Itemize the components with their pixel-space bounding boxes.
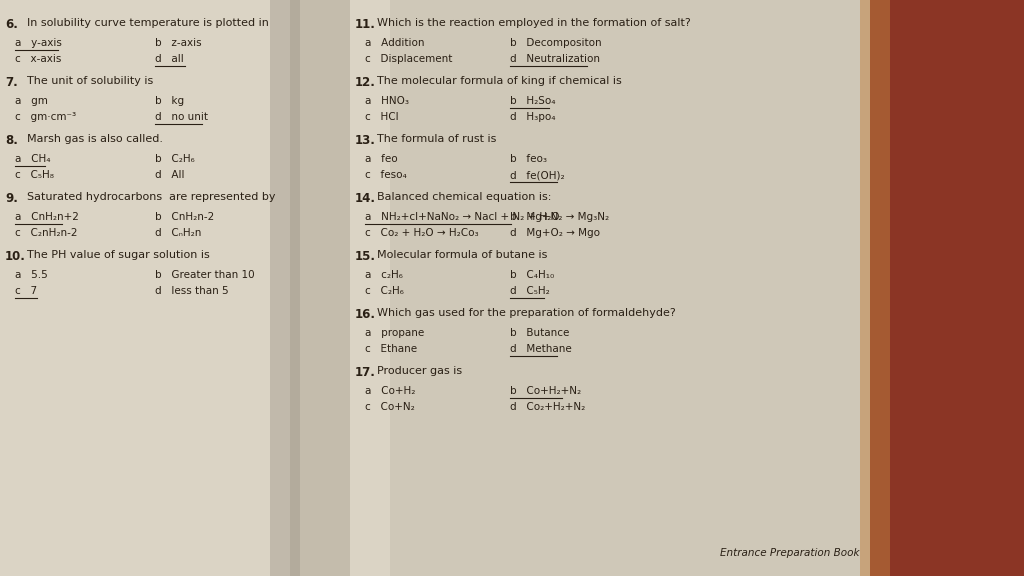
Text: The unit of solubility is: The unit of solubility is	[27, 76, 154, 86]
Text: 11.: 11.	[355, 18, 376, 31]
Text: 9.: 9.	[5, 192, 17, 205]
Text: b   z-axis: b z-axis	[155, 38, 202, 48]
Text: b   Co+H₂+N₂: b Co+H₂+N₂	[510, 386, 582, 396]
Text: 17.: 17.	[355, 366, 376, 379]
Text: c   HCl: c HCl	[365, 112, 398, 122]
Text: a   HNO₃: a HNO₃	[365, 96, 409, 106]
Text: d   CₙH₂n: d CₙH₂n	[155, 228, 202, 238]
Text: c   C₂nH₂n-2: c C₂nH₂n-2	[15, 228, 78, 238]
Text: b   Mg+N₂ → Mg₃N₂: b Mg+N₂ → Mg₃N₂	[510, 212, 609, 222]
Text: b   kg: b kg	[155, 96, 184, 106]
Text: Marsh gas is also called.: Marsh gas is also called.	[27, 134, 163, 144]
Text: b   Greater than 10: b Greater than 10	[155, 270, 255, 280]
Text: b   H₂So₄: b H₂So₄	[510, 96, 555, 106]
Text: c   feso₄: c feso₄	[365, 170, 407, 180]
Text: b   C₄H₁₀: b C₄H₁₀	[510, 270, 554, 280]
Text: The formula of rust is: The formula of rust is	[377, 134, 497, 144]
Text: a   c₂H₆: a c₂H₆	[365, 270, 402, 280]
Text: c   C₂H₆: c C₂H₆	[365, 286, 403, 296]
Text: 6.: 6.	[5, 18, 17, 31]
Text: d   Co₂+H₂+N₂: d Co₂+H₂+N₂	[510, 402, 586, 412]
Bar	[290, 0, 350, 576]
Text: 15.: 15.	[355, 250, 376, 263]
Bar	[0, 0, 870, 576]
Text: a   Co+H₂: a Co+H₂	[365, 386, 416, 396]
Bar	[270, 0, 300, 576]
Text: Entrance Preparation Book: Entrance Preparation Book	[720, 548, 859, 558]
Text: Molecular formula of butane is: Molecular formula of butane is	[377, 250, 548, 260]
Text: b   feo₃: b feo₃	[510, 154, 547, 164]
Bar	[860, 0, 890, 576]
Text: a   5.5: a 5.5	[15, 270, 48, 280]
Text: a   CH₄: a CH₄	[15, 154, 50, 164]
Text: d   Neutralization: d Neutralization	[510, 54, 600, 64]
Text: b   C₂H₆: b C₂H₆	[155, 154, 195, 164]
Text: c   x-axis: c x-axis	[15, 54, 61, 64]
Text: Which gas used for the preparation of formaldehyde?: Which gas used for the preparation of fo…	[377, 308, 676, 318]
Text: a   Addition: a Addition	[365, 38, 425, 48]
Text: Balanced chemical equation is:: Balanced chemical equation is:	[377, 192, 551, 202]
Text: d   C₅H₂: d C₅H₂	[510, 286, 550, 296]
Text: Producer gas is: Producer gas is	[377, 366, 462, 376]
Text: d   less than 5: d less than 5	[155, 286, 228, 296]
Text: a   y-axis: a y-axis	[15, 38, 61, 48]
Bar	[390, 0, 870, 576]
Text: c   Co+N₂: c Co+N₂	[365, 402, 415, 412]
Text: 16.: 16.	[355, 308, 376, 321]
Text: a   gm: a gm	[15, 96, 48, 106]
Text: Saturated hydrocarbons  are represented by: Saturated hydrocarbons are represented b…	[27, 192, 275, 202]
Text: d   fe(OH)₂: d fe(OH)₂	[510, 170, 564, 180]
Text: 7.: 7.	[5, 76, 17, 89]
Text: c   gm·cm⁻³: c gm·cm⁻³	[15, 112, 76, 122]
Text: b   CnH₂n-2: b CnH₂n-2	[155, 212, 214, 222]
Text: d   Methane: d Methane	[510, 344, 571, 354]
Text: d   H₃po₄: d H₃po₄	[510, 112, 555, 122]
Text: a   propane: a propane	[365, 328, 424, 338]
Text: b   Decompositon: b Decompositon	[510, 38, 602, 48]
Text: a   feo: a feo	[365, 154, 397, 164]
Text: 12.: 12.	[355, 76, 376, 89]
Text: a   NH₂+cI+NaNo₂ → NacI + N₂ + H₂O: a NH₂+cI+NaNo₂ → NacI + N₂ + H₂O	[365, 212, 559, 222]
Text: 14.: 14.	[355, 192, 376, 205]
Text: c   7: c 7	[15, 286, 37, 296]
Text: In solubility curve temperature is plotted in: In solubility curve temperature is plott…	[27, 18, 269, 28]
Text: c   Ethane: c Ethane	[365, 344, 417, 354]
Text: d   All: d All	[155, 170, 184, 180]
Text: d   no unit: d no unit	[155, 112, 208, 122]
Text: c   Co₂ + H₂O → H₂Co₃: c Co₂ + H₂O → H₂Co₃	[365, 228, 478, 238]
Text: c   Displacement: c Displacement	[365, 54, 453, 64]
Text: The molecular formula of king if chemical is: The molecular formula of king if chemica…	[377, 76, 622, 86]
Text: a   CnH₂n+2: a CnH₂n+2	[15, 212, 79, 222]
Text: b   Butance: b Butance	[510, 328, 569, 338]
Bar	[870, 0, 1024, 576]
Text: The PH value of sugar solution is: The PH value of sugar solution is	[27, 250, 210, 260]
Text: 8.: 8.	[5, 134, 17, 147]
Text: 10.: 10.	[5, 250, 26, 263]
Text: d   Mg+O₂ → Mgo: d Mg+O₂ → Mgo	[510, 228, 600, 238]
Text: Which is the reaction employed in the formation of salt?: Which is the reaction employed in the fo…	[377, 18, 691, 28]
Text: 13.: 13.	[355, 134, 376, 147]
Text: d   all: d all	[155, 54, 183, 64]
Text: c   C₅H₈: c C₅H₈	[15, 170, 54, 180]
